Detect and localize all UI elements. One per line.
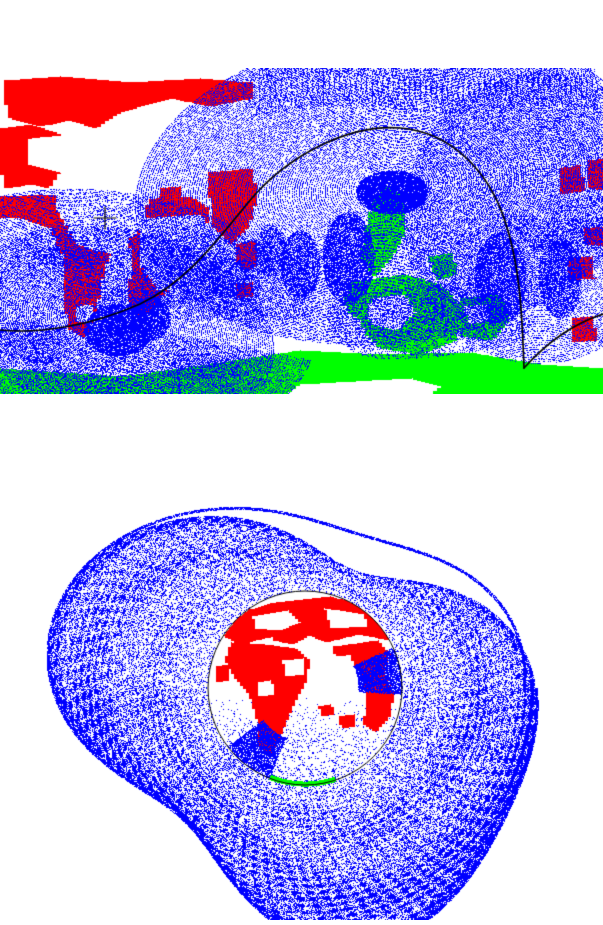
- cylindrical-map-canvas[interactable]: [0, 68, 603, 394]
- polar-projection-canvas[interactable]: [0, 440, 603, 920]
- polar-projection-panel[interactable]: [0, 440, 603, 920]
- cylindrical-map-panel[interactable]: [0, 68, 603, 394]
